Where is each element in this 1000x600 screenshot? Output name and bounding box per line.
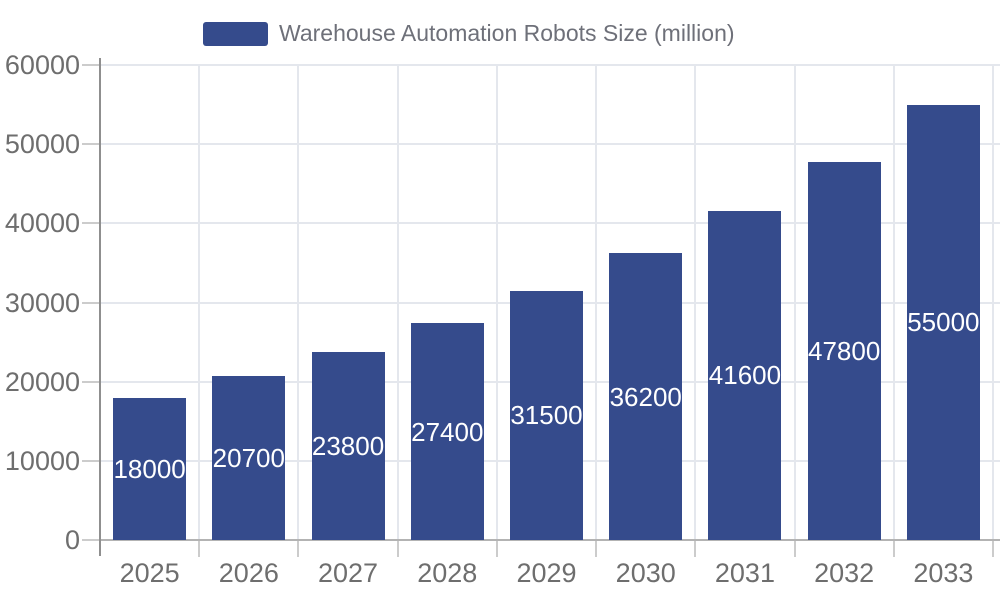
bar[interactable] bbox=[113, 397, 187, 540]
grid-line-vertical bbox=[793, 65, 796, 540]
y-axis-tick bbox=[82, 459, 99, 462]
x-axis-tick-label: 2032 bbox=[814, 558, 875, 588]
x-axis-tick-label: 2029 bbox=[516, 558, 577, 588]
x-axis-tick bbox=[396, 541, 399, 557]
legend-item[interactable]: Warehouse Automation Robots Size (millio… bbox=[203, 20, 735, 47]
y-axis-tick bbox=[82, 539, 99, 541]
bar[interactable] bbox=[609, 253, 683, 540]
x-axis-tick bbox=[694, 541, 697, 557]
x-axis-tick-label: 2027 bbox=[318, 558, 379, 588]
x-axis-tick bbox=[793, 541, 796, 557]
grid-line-horizontal bbox=[100, 143, 1000, 146]
y-axis-tick bbox=[82, 301, 99, 304]
grid-line-vertical bbox=[396, 65, 399, 540]
x-axis-tick-label: 2033 bbox=[913, 558, 974, 588]
y-axis-tick bbox=[82, 64, 99, 66]
bar-value-label: 55000 bbox=[907, 307, 980, 338]
y-axis-tick-label: 20000 bbox=[4, 366, 80, 397]
legend-swatch bbox=[203, 21, 268, 46]
bar-value-label: 36200 bbox=[609, 381, 682, 412]
bar[interactable] bbox=[212, 376, 286, 540]
y-axis-tick-label: 0 bbox=[64, 525, 80, 555]
grid-line-vertical bbox=[992, 65, 994, 540]
grid-line-vertical bbox=[198, 65, 201, 540]
y-axis-tick bbox=[82, 222, 99, 225]
bar[interactable] bbox=[510, 290, 583, 540]
y-axis-tick-label: 60000 bbox=[4, 50, 80, 80]
bar-value-label: 41600 bbox=[708, 360, 782, 391]
y-axis-tick-label: 50000 bbox=[4, 129, 80, 160]
x-axis-tick-label: 2031 bbox=[714, 558, 775, 588]
bar-value-label: 18000 bbox=[113, 453, 186, 484]
grid-line-horizontal bbox=[100, 64, 1000, 66]
bar[interactable] bbox=[906, 104, 980, 540]
x-axis-tick-label: 2028 bbox=[417, 558, 478, 588]
grid-line-vertical bbox=[595, 65, 598, 540]
y-axis-line bbox=[99, 58, 101, 556]
y-axis-tick-label: 30000 bbox=[4, 287, 80, 318]
x-axis-line bbox=[99, 539, 1000, 541]
x-axis-tick bbox=[297, 541, 300, 557]
y-axis-tick-label: 10000 bbox=[4, 445, 80, 476]
bar-value-label: 47800 bbox=[808, 335, 881, 366]
grid-line-vertical bbox=[495, 65, 498, 540]
x-axis-tick bbox=[198, 541, 201, 557]
bar-value-label: 20700 bbox=[212, 443, 285, 474]
y-axis-tick-label: 40000 bbox=[4, 208, 80, 239]
x-axis-tick bbox=[595, 541, 598, 557]
x-axis-tick bbox=[495, 541, 498, 557]
grid-line-vertical bbox=[694, 65, 697, 540]
x-axis-tick bbox=[992, 541, 994, 557]
x-axis-tick bbox=[892, 541, 895, 557]
grid-line-vertical bbox=[892, 65, 895, 540]
x-axis-tick-label: 2026 bbox=[218, 558, 279, 588]
grid-line-vertical bbox=[297, 65, 300, 540]
y-axis-tick bbox=[82, 380, 99, 383]
bar[interactable] bbox=[708, 210, 782, 540]
bar[interactable] bbox=[311, 351, 385, 540]
x-axis-tick-label: 2025 bbox=[119, 558, 180, 588]
x-axis-tick-label: 2030 bbox=[615, 558, 676, 588]
bar-value-label: 31500 bbox=[510, 400, 583, 431]
y-axis-tick bbox=[82, 143, 99, 146]
bar-value-label: 23800 bbox=[311, 430, 385, 461]
grid-line-horizontal bbox=[100, 222, 1000, 225]
bar[interactable] bbox=[807, 161, 881, 540]
bar[interactable] bbox=[410, 323, 484, 540]
bar-value-label: 27400 bbox=[411, 416, 484, 447]
legend-label: Warehouse Automation Robots Size (millio… bbox=[279, 20, 735, 46]
